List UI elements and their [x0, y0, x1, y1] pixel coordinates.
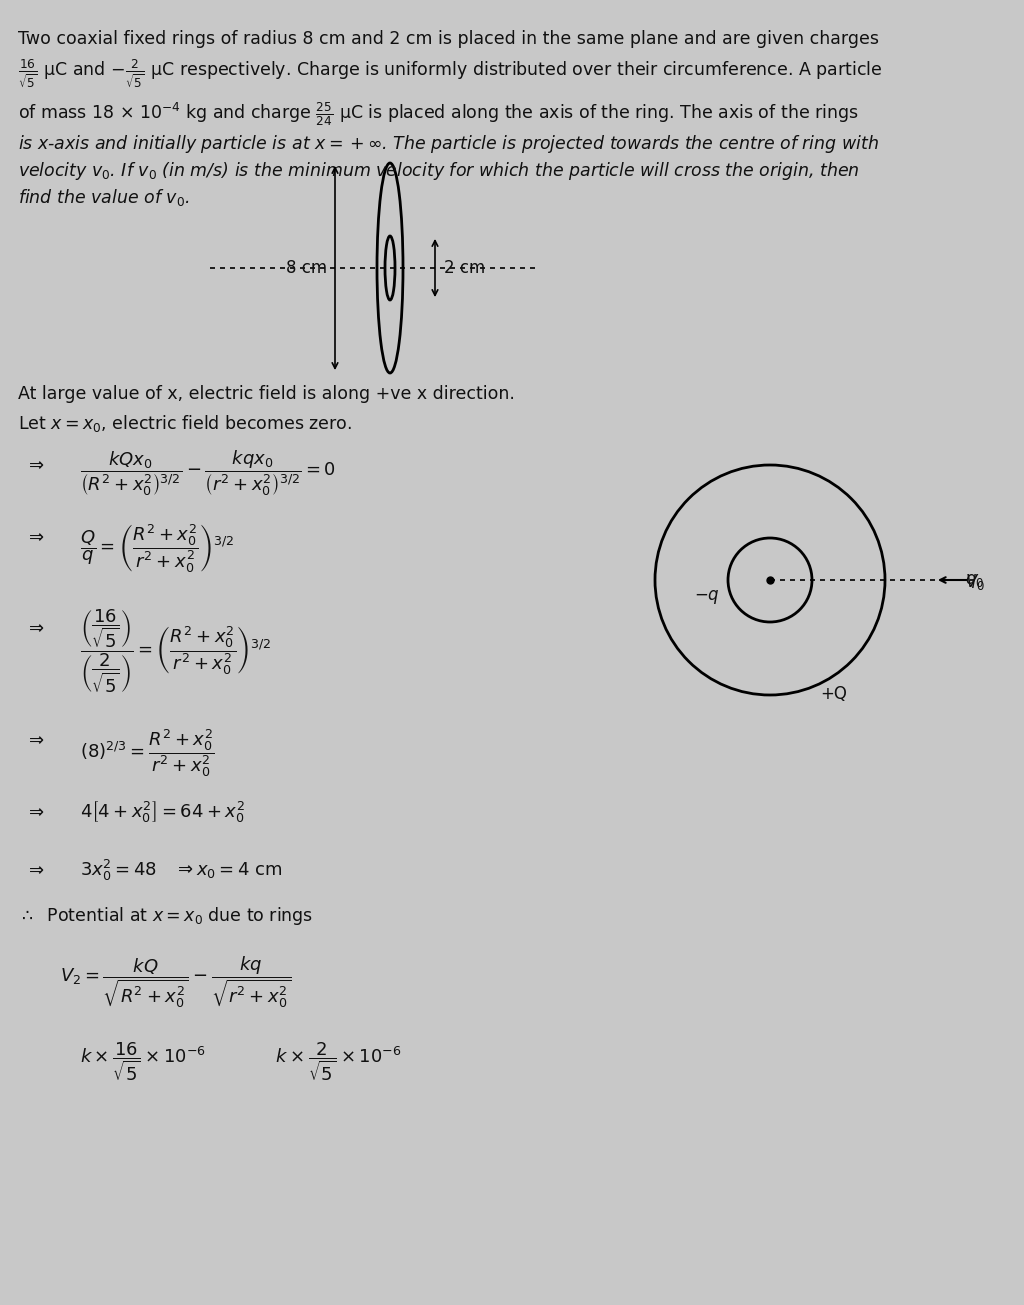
Text: $3x_0^2 = 48 \quad \Rightarrow x_0 = 4$ cm: $3x_0^2 = 48 \quad \Rightarrow x_0 = 4$ …: [80, 857, 283, 883]
Text: $\frac{16}{\sqrt{5}}$ μC and $-\frac{2}{\sqrt{5}}$ μC respectively. Charge is un: $\frac{16}{\sqrt{5}}$ μC and $-\frac{2}{…: [18, 57, 883, 90]
Text: $\Rightarrow$: $\Rightarrow$: [25, 729, 45, 748]
Text: $V_0$: $V_0$: [965, 572, 985, 592]
Text: $k \times \dfrac{16}{\sqrt{5}} \times 10^{-6} \qquad\qquad k \times \dfrac{2}{\s: $k \times \dfrac{16}{\sqrt{5}} \times 10…: [80, 1040, 401, 1083]
Text: velocity $v_0$. If $v_0$ (in m/s) is the minimum velocity for which the particle: velocity $v_0$. If $v_0$ (in m/s) is the…: [18, 161, 859, 181]
Text: $\Rightarrow$: $\Rightarrow$: [25, 803, 45, 820]
Text: 8 cm: 8 cm: [287, 258, 328, 277]
Text: $\Rightarrow$: $\Rightarrow$: [25, 619, 45, 636]
Text: At large value of x, electric field is along +ve x direction.: At large value of x, electric field is a…: [18, 385, 515, 403]
Text: $\Rightarrow$: $\Rightarrow$: [25, 527, 45, 545]
Text: of mass 18 × 10$^{-4}$ kg and charge $\frac{25}{24}$ μC is placed along the axis: of mass 18 × 10$^{-4}$ kg and charge $\f…: [18, 100, 858, 128]
Text: $V_2 = \dfrac{kQ}{\sqrt{R^2 + x_0^2}} - \dfrac{kq}{\sqrt{r^2 + x_0^2}}$: $V_2 = \dfrac{kQ}{\sqrt{R^2 + x_0^2}} - …: [60, 955, 292, 1011]
Text: $\dfrac{\left(\dfrac{16}{\sqrt{5}}\right)}{\left(\dfrac{2}{\sqrt{5}}\right)} = \: $\dfrac{\left(\dfrac{16}{\sqrt{5}}\right…: [80, 608, 271, 696]
Text: $q_0$: $q_0$: [966, 572, 985, 590]
Text: $\Rightarrow$: $\Rightarrow$: [25, 860, 45, 878]
Text: $\therefore$  Potential at $x = x_0$ due to rings: $\therefore$ Potential at $x = x_0$ due …: [18, 904, 313, 927]
Text: find the value of $v_0$.: find the value of $v_0$.: [18, 187, 189, 207]
Text: $4\left[4 + x_0^2\right] = 64 + x_0^2$: $4\left[4 + x_0^2\right] = 64 + x_0^2$: [80, 800, 245, 825]
Text: 2 cm: 2 cm: [444, 258, 485, 277]
Text: $\dfrac{Q}{q} = \left(\dfrac{R^2 + x_0^2}{r^2 + x_0^2}\right)^{3/2}$: $\dfrac{Q}{q} = \left(\dfrac{R^2 + x_0^2…: [80, 522, 234, 574]
Text: Two coaxial fixed rings of radius 8 cm and 2 cm is placed in the same plane and : Two coaxial fixed rings of radius 8 cm a…: [18, 30, 879, 48]
Text: +Q: +Q: [820, 685, 847, 703]
Text: $(8)^{2/3} = \dfrac{R^2 + x_0^2}{r^2 + x_0^2}$: $(8)^{2/3} = \dfrac{R^2 + x_0^2}{r^2 + x…: [80, 727, 215, 779]
Text: $\Rightarrow$: $\Rightarrow$: [25, 455, 45, 472]
Text: is $x$-axis and initially particle is at $x=+\infty$. The particle is projected : is $x$-axis and initially particle is at…: [18, 133, 879, 155]
Text: $-q$: $-q$: [694, 589, 720, 606]
Text: Let $x = x_0$, electric field becomes zero.: Let $x = x_0$, electric field becomes ze…: [18, 412, 352, 435]
Text: $\dfrac{kQx_0}{\left(R^2 + x_0^2\right)^{3/2}} - \dfrac{kqx_0}{\left(r^2 + x_0^2: $\dfrac{kQx_0}{\left(R^2 + x_0^2\right)^…: [80, 448, 336, 497]
